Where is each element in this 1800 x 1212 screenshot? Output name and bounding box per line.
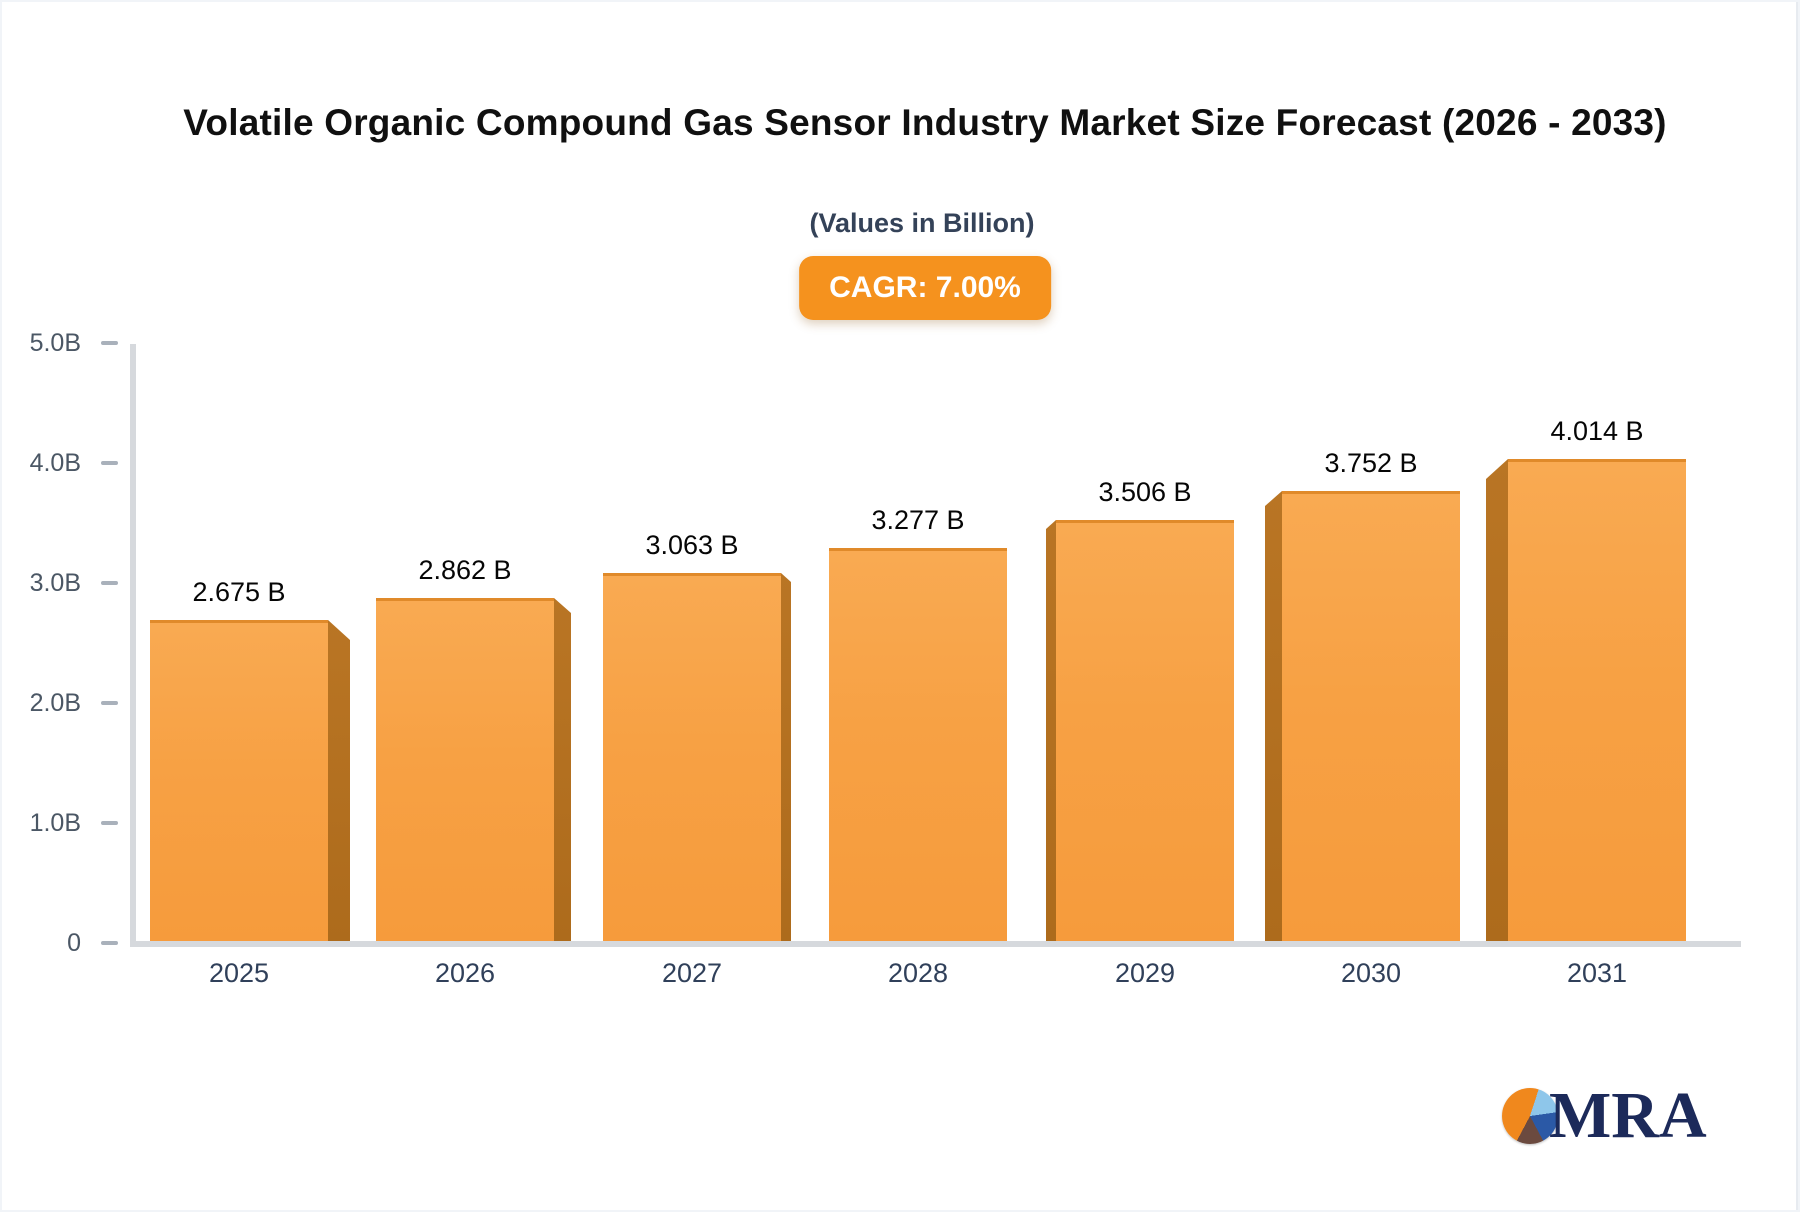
x-axis-label-2026: 2026 [434,958,496,988]
x-axis-label-2030: 2030 [1340,958,1402,988]
bar-2028 [829,548,1007,941]
x-axis-label-2031: 2031 [1566,958,1628,988]
bar-2026 [376,598,554,941]
y-tick-label-5.0B: 5.0B [29,329,81,357]
x-axis-line [130,941,1741,947]
x-axis-label-2027: 2027 [661,958,723,988]
y-tick-mark-2.0B [101,701,118,705]
bar-3d-side-2026 [554,598,571,941]
bar-3d-side-2029 [1046,520,1056,941]
y-tick-label-1.0B: 1.0B [29,809,81,837]
bar-2029 [1056,520,1234,941]
cagr-badge: CAGR: 7.00% [799,256,1051,320]
bar-2025 [150,620,328,941]
x-axis-label-2025: 2025 [208,958,270,988]
chart-subtitle: (Values in Billion) [809,208,1035,238]
bar-3d-side-2031 [1486,459,1508,941]
y-tick-label-2.0B: 2.0B [29,689,81,717]
chart-title: Volatile Organic Compound Gas Sensor Ind… [183,102,1667,143]
x-axis-label-2028: 2028 [887,958,949,988]
y-tick-mark-3.0B [101,581,118,585]
brand-logo-text: MRA [1549,1079,1707,1152]
y-axis-line [130,344,136,947]
bar-value-label-2030: 3.752 B [1324,448,1418,478]
y-tick-mark-5.0B [101,341,118,345]
bar-value-label-2031: 4.014 B [1550,416,1644,446]
bar-value-label-2029: 3.506 B [1098,477,1192,507]
x-axis-label-2029: 2029 [1114,958,1176,988]
bar-3d-side-2030 [1265,491,1282,941]
y-tick-mark-4.0B [101,461,118,465]
bar-value-label-2025: 2.675 B [192,577,286,607]
y-tick-mark-0 [101,941,118,945]
bar-value-label-2027: 3.063 B [645,530,739,560]
bar-value-label-2028: 3.277 B [871,505,965,535]
y-tick-label-3.0B: 3.0B [29,569,81,597]
bar-2027 [603,573,781,941]
y-tick-mark-1.0B [101,821,118,825]
bar-3d-side-2025 [328,620,350,941]
bar-2030 [1282,491,1460,941]
brand-logo: MRA [1502,1079,1707,1152]
y-tick-label-4.0B: 4.0B [29,449,81,477]
bar-3d-side-2027 [781,573,791,941]
pie-chart-logo-icon [1502,1088,1558,1144]
bar-value-label-2026: 2.862 B [418,555,512,585]
bar-2031 [1508,459,1686,941]
y-tick-label-0: 0 [67,929,81,957]
